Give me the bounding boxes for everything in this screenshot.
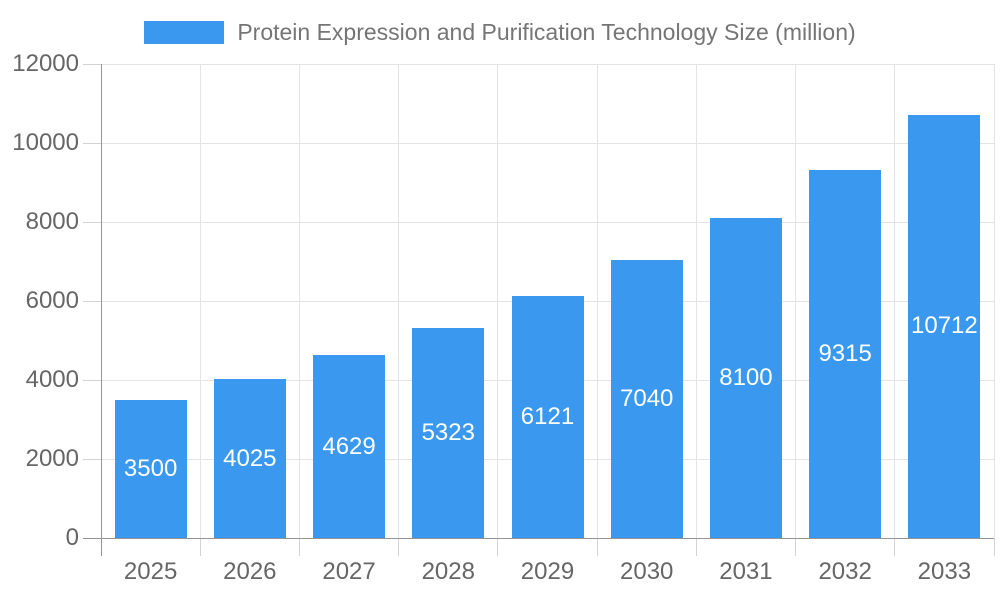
x-axis-label: 2029 [520,558,575,585]
bar[interactable] [114,399,187,538]
x-axis-tick [795,538,797,556]
legend-item[interactable]: Protein Expression and Purification Tech… [0,19,1000,46]
x-axis-tick [695,538,697,556]
bar-value-label: 8100 [719,364,773,392]
x-axis-tick [398,538,400,556]
y-axis-tick [83,379,101,381]
x-axis-tick [100,538,102,556]
bar-value-label: 9315 [818,340,872,368]
legend-swatch [144,21,225,44]
x-gridline [993,64,995,538]
x-axis-tick [199,538,201,556]
x-axis-tick [993,538,995,556]
x-axis-label: 2033 [917,558,972,585]
y-axis-line [100,64,102,538]
bar[interactable] [313,355,386,538]
bar-value-label: 4629 [322,432,376,460]
bar-value-label: 7040 [620,384,674,412]
x-gridline [695,64,697,538]
y-axis-tick [83,458,101,460]
y-axis-label: 8000 [25,208,79,235]
x-gridline [894,64,896,538]
x-axis-tick [596,538,598,556]
y-axis-label: 4000 [25,366,79,393]
x-axis-label: 2031 [719,558,773,585]
bar-value-label: 3500 [123,454,178,482]
x-axis-label: 2026 [223,558,277,585]
y-axis-label: 0 [65,524,79,551]
y-axis-label: 2000 [25,445,79,472]
legend-label: Protein Expression and Purification Tech… [237,19,856,45]
x-gridline [795,64,797,538]
y-axis-label: 6000 [25,287,79,314]
bar-value-label: 6121 [520,403,575,431]
x-axis-label: 2032 [818,558,872,585]
bar[interactable] [213,379,286,538]
y-gridline [101,142,994,144]
y-axis-tick [83,300,101,302]
x-axis-tick [298,538,300,556]
bar[interactable] [709,218,782,538]
bar-value-label: 5323 [421,418,475,446]
bar[interactable] [511,296,584,538]
bar[interactable] [908,114,981,538]
y-axis-tick [83,142,101,144]
bar[interactable] [809,170,882,538]
bar-value-label: 4025 [223,444,277,472]
bar-value-label: 10712 [911,312,978,340]
x-axis-label: 2028 [421,558,475,585]
x-axis-tick [497,538,499,556]
x-gridline [298,64,300,538]
x-gridline [497,64,499,538]
bar[interactable] [610,259,683,538]
y-axis-tick [83,63,101,65]
x-gridline [199,64,201,538]
y-gridline [101,63,994,65]
x-axis-line [101,537,994,539]
x-axis-label: 2025 [123,558,178,585]
y-gridline [101,221,994,223]
x-axis-label: 2027 [322,558,376,585]
bar[interactable] [412,327,485,538]
x-axis-tick [894,538,896,556]
x-axis-label: 2030 [620,558,674,585]
y-axis-label: 12000 [12,50,79,77]
x-gridline [398,64,400,538]
y-axis-tick [83,537,101,539]
x-gridline [596,64,598,538]
y-axis-label: 10000 [12,129,79,156]
y-axis-tick [83,221,101,223]
